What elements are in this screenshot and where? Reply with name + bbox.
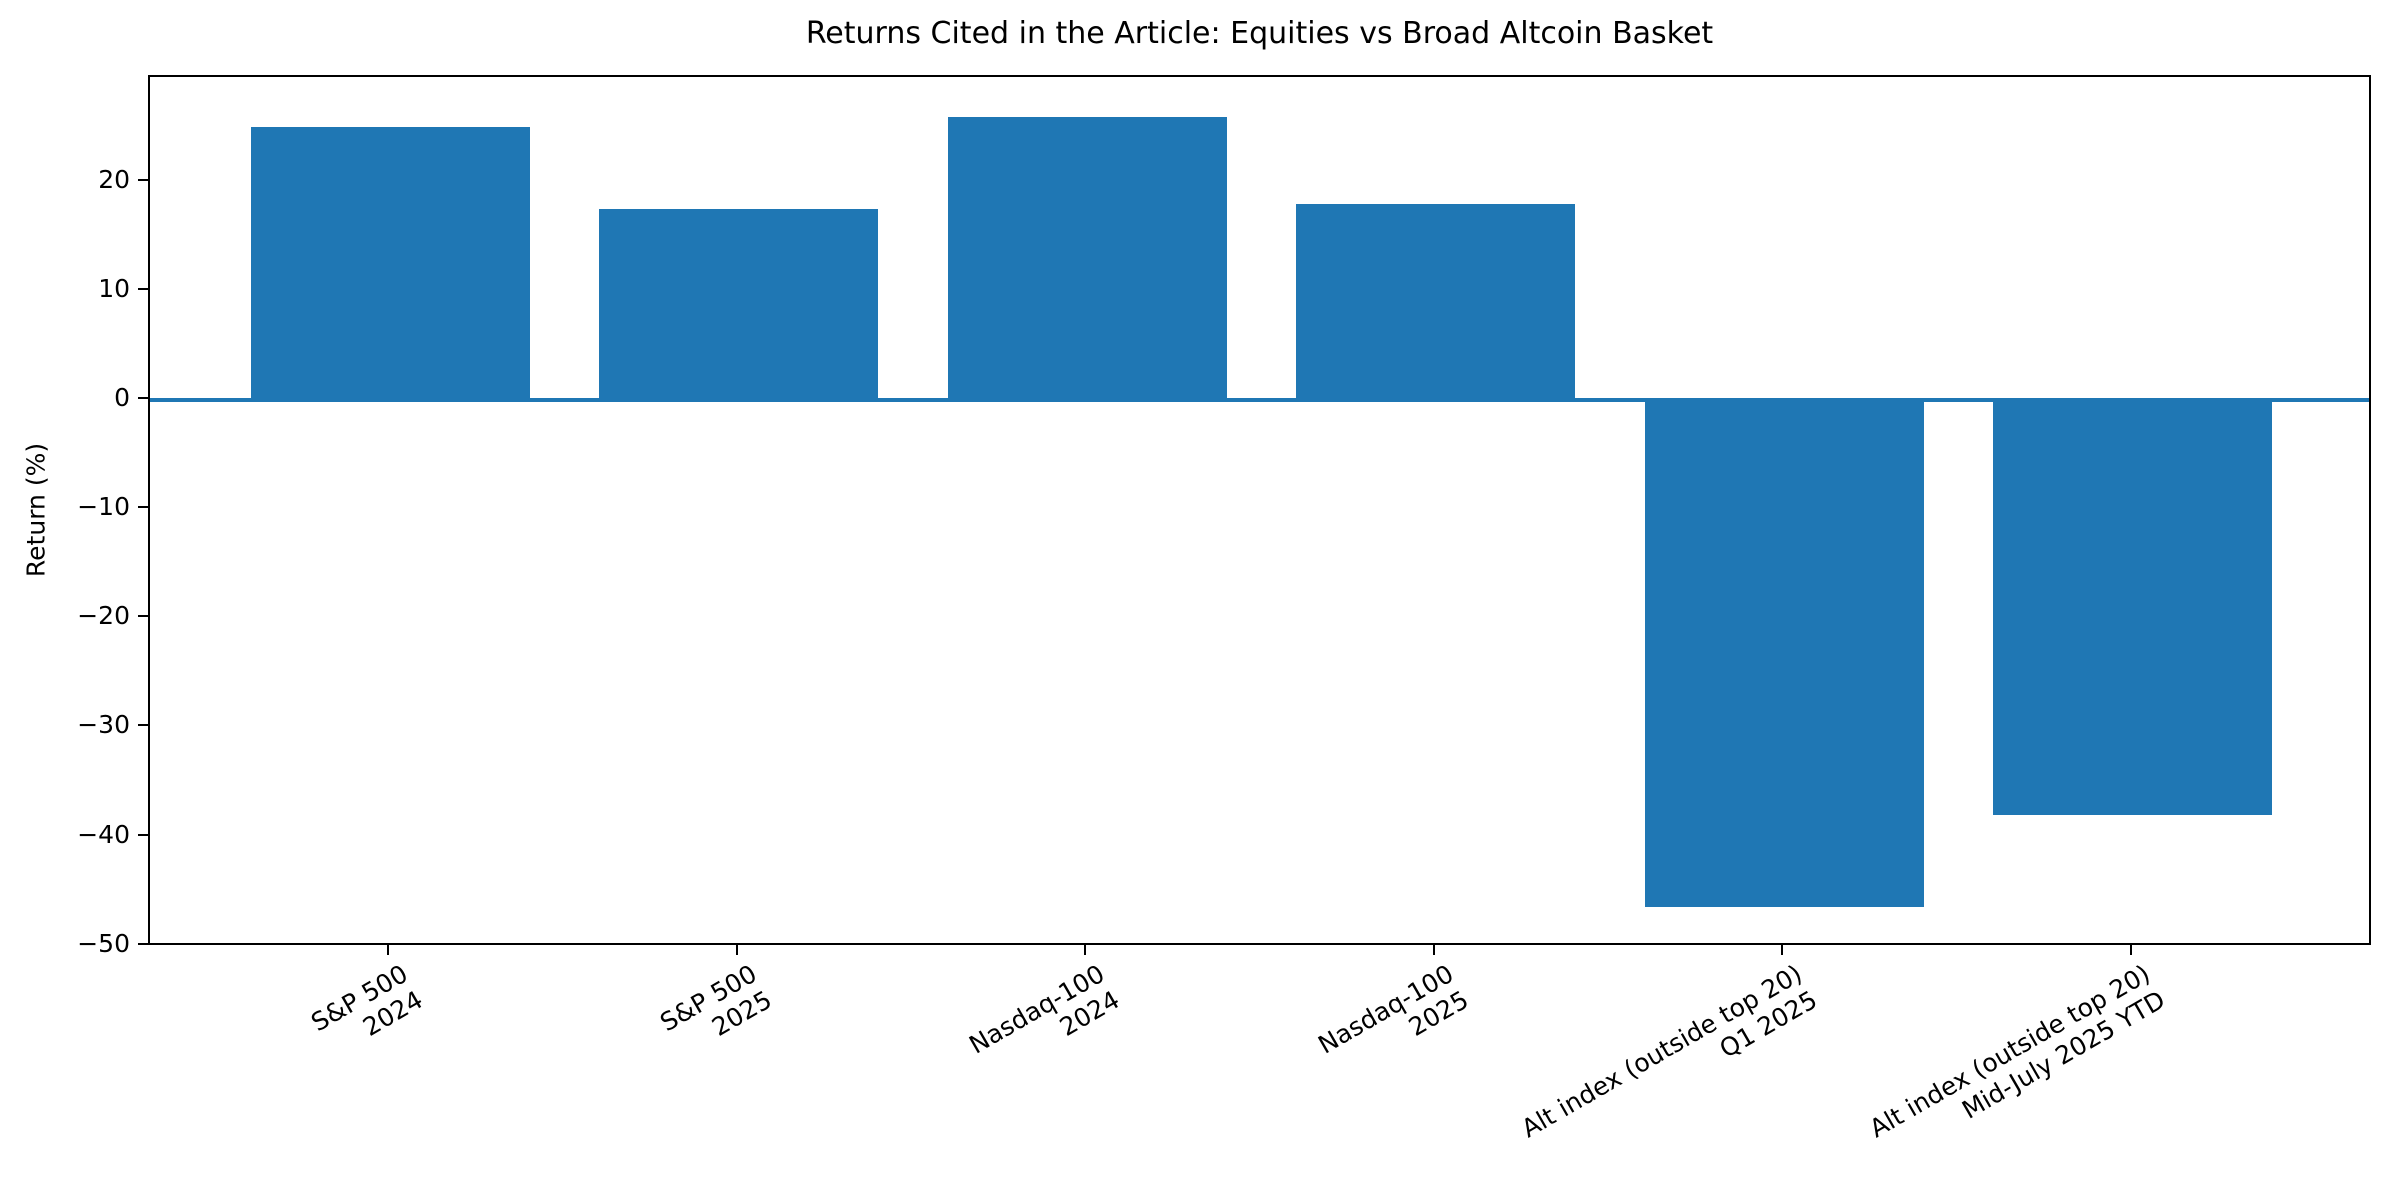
bar-3	[1296, 203, 1576, 401]
chart-title: Returns Cited in the Article: Equities v…	[805, 16, 1714, 51]
x-tick-mark	[387, 945, 390, 955]
y-tick-label: −30	[77, 710, 130, 740]
x-tick-label: Alt index (outside top 20) Mid-July 2025…	[1864, 959, 2171, 1144]
x-tick-label: Nasdaq-100 2024	[964, 959, 1125, 1060]
bar-4	[1644, 400, 1924, 908]
x-tick-mark	[1084, 945, 1087, 955]
y-tick-label: 10	[98, 274, 130, 304]
x-tick-label: S&P 500 2025	[654, 959, 777, 1042]
bar-0	[251, 127, 530, 401]
y-tick-mark	[138, 179, 148, 181]
x-tick-label: Nasdaq-100 2025	[1313, 959, 1474, 1060]
x-tick-label: Alt index (outside top 20) Q1 2025	[1516, 959, 1822, 1144]
x-tick-mark	[2129, 945, 2132, 955]
y-tick-mark	[138, 942, 148, 945]
y-tick-label: −50	[77, 928, 130, 958]
y-tick-mark	[138, 833, 148, 836]
y-tick-mark	[138, 506, 148, 509]
y-tick-label: 20	[98, 165, 130, 194]
zero-baseline	[150, 398, 2369, 403]
y-tick-mark	[138, 288, 148, 291]
y-tick-mark	[138, 724, 148, 727]
y-tick-mark	[138, 397, 148, 400]
bar-2	[947, 116, 1227, 401]
y-tick-label: −40	[77, 819, 130, 849]
y-tick-label: −10	[77, 492, 130, 522]
plot-area	[148, 75, 2371, 945]
bar-1	[599, 209, 879, 401]
y-tick-mark	[138, 615, 148, 618]
x-tick-mark	[1432, 945, 1435, 955]
x-tick-mark	[1781, 945, 1784, 955]
y-tick-label: 0	[114, 383, 130, 413]
x-tick-mark	[735, 945, 738, 955]
bar-5	[1993, 400, 2272, 815]
x-tick-label: S&P 500 2024	[306, 959, 428, 1042]
y-tick-label: −20	[77, 601, 130, 631]
